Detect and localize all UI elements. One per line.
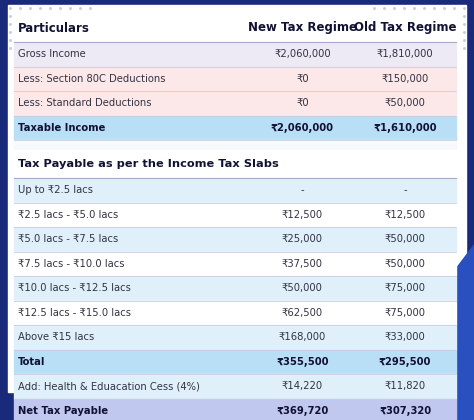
Text: ₹75,000: ₹75,000 (385, 283, 426, 293)
Bar (14, 325, 456, 349)
Text: ₹62,500: ₹62,500 (282, 308, 323, 318)
Text: ₹75,000: ₹75,000 (385, 308, 426, 318)
Text: ₹1,610,000: ₹1,610,000 (374, 123, 437, 133)
Text: Up to ₹2.5 lacs: Up to ₹2.5 lacs (18, 185, 93, 195)
Text: Tax Payable as per the Income Tax Slabs: Tax Payable as per the Income Tax Slabs (18, 159, 279, 169)
Bar (14, 150, 456, 178)
Bar (14, 300, 456, 325)
Text: ₹12.5 lacs - ₹15.0 lacs: ₹12.5 lacs - ₹15.0 lacs (18, 308, 131, 318)
Text: ₹5.0 lacs - ₹7.5 lacs: ₹5.0 lacs - ₹7.5 lacs (18, 234, 118, 244)
Polygon shape (341, 244, 474, 420)
Text: ₹11,820: ₹11,820 (384, 381, 426, 391)
Text: ₹2,060,000: ₹2,060,000 (271, 123, 334, 133)
Text: ₹307,320: ₹307,320 (379, 406, 431, 416)
Text: Total: Total (18, 357, 46, 367)
Text: ₹295,500: ₹295,500 (379, 357, 431, 367)
Text: ₹355,500: ₹355,500 (276, 357, 328, 367)
Text: ₹50,000: ₹50,000 (385, 98, 426, 108)
Bar (14, 91, 456, 116)
Bar (14, 42, 456, 66)
Text: ₹150,000: ₹150,000 (382, 74, 429, 84)
Text: ₹25,000: ₹25,000 (282, 234, 323, 244)
Text: ₹2.5 lacs - ₹5.0 lacs: ₹2.5 lacs - ₹5.0 lacs (18, 210, 118, 220)
Bar (14, 116, 456, 140)
Text: Add: Health & Eduacation Cess (4%): Add: Health & Eduacation Cess (4%) (18, 381, 200, 391)
Bar (14, 202, 456, 227)
Bar (14, 66, 456, 91)
Text: ₹369,720: ₹369,720 (276, 406, 328, 416)
Text: ₹0: ₹0 (296, 98, 309, 108)
Text: ₹1,810,000: ₹1,810,000 (377, 49, 434, 59)
Text: Above ₹15 lacs: Above ₹15 lacs (18, 332, 94, 342)
Text: Particulars: Particulars (18, 21, 90, 34)
Text: Gross Income: Gross Income (18, 49, 86, 59)
Bar (14, 227, 456, 252)
Bar (14, 349, 456, 374)
Bar (14, 140, 456, 150)
Text: ₹168,000: ₹168,000 (279, 332, 326, 342)
Bar (14, 14, 456, 42)
Bar (14, 276, 456, 300)
Text: ₹12,500: ₹12,500 (282, 210, 323, 220)
Text: New Tax Regime: New Tax Regime (248, 21, 357, 34)
Text: ₹10.0 lacs - ₹12.5 lacs: ₹10.0 lacs - ₹12.5 lacs (18, 283, 131, 293)
Bar (14, 178, 456, 202)
Text: Less: Section 80C Deductions: Less: Section 80C Deductions (18, 74, 165, 84)
Text: Taxable Income: Taxable Income (18, 123, 105, 133)
Bar (14, 399, 456, 420)
Text: ₹14,220: ₹14,220 (282, 381, 323, 391)
Text: ₹50,000: ₹50,000 (385, 234, 426, 244)
Text: -: - (403, 185, 407, 195)
Bar (14, 252, 456, 276)
Text: Old Tax Regime: Old Tax Regime (354, 21, 456, 34)
Text: ₹7.5 lacs - ₹10.0 lacs: ₹7.5 lacs - ₹10.0 lacs (18, 259, 125, 269)
Text: ₹33,000: ₹33,000 (385, 332, 426, 342)
Text: ₹2,060,000: ₹2,060,000 (274, 49, 331, 59)
Text: Less: Standard Deductions: Less: Standard Deductions (18, 98, 152, 108)
Text: Net Tax Payable: Net Tax Payable (18, 406, 108, 416)
Text: ₹50,000: ₹50,000 (282, 283, 323, 293)
Text: -: - (301, 185, 304, 195)
Text: ₹50,000: ₹50,000 (385, 259, 426, 269)
Bar (14, 374, 456, 399)
Text: ₹12,500: ₹12,500 (384, 210, 426, 220)
Text: ₹0: ₹0 (296, 74, 309, 84)
Text: ₹37,500: ₹37,500 (282, 259, 323, 269)
